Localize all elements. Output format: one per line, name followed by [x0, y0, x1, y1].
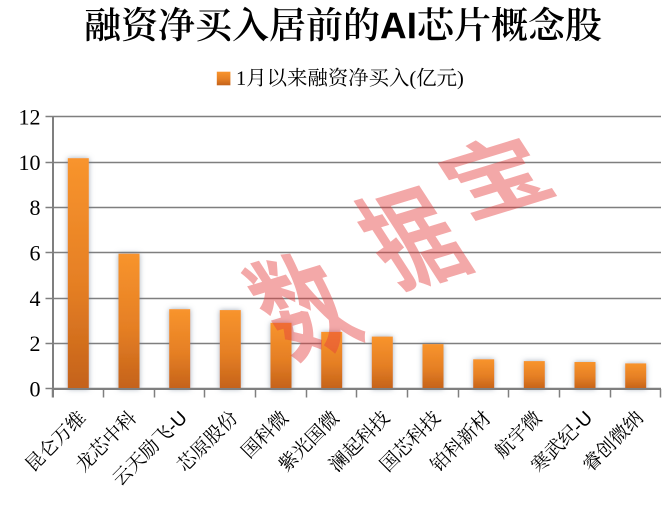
- svg-text:10: 10: [19, 150, 41, 175]
- svg-text:0: 0: [30, 377, 41, 402]
- svg-text:6: 6: [30, 241, 41, 266]
- svg-text:4: 4: [30, 286, 41, 311]
- svg-text:2: 2: [30, 331, 41, 356]
- svg-text:12: 12: [19, 105, 41, 130]
- svg-text:8: 8: [30, 195, 41, 220]
